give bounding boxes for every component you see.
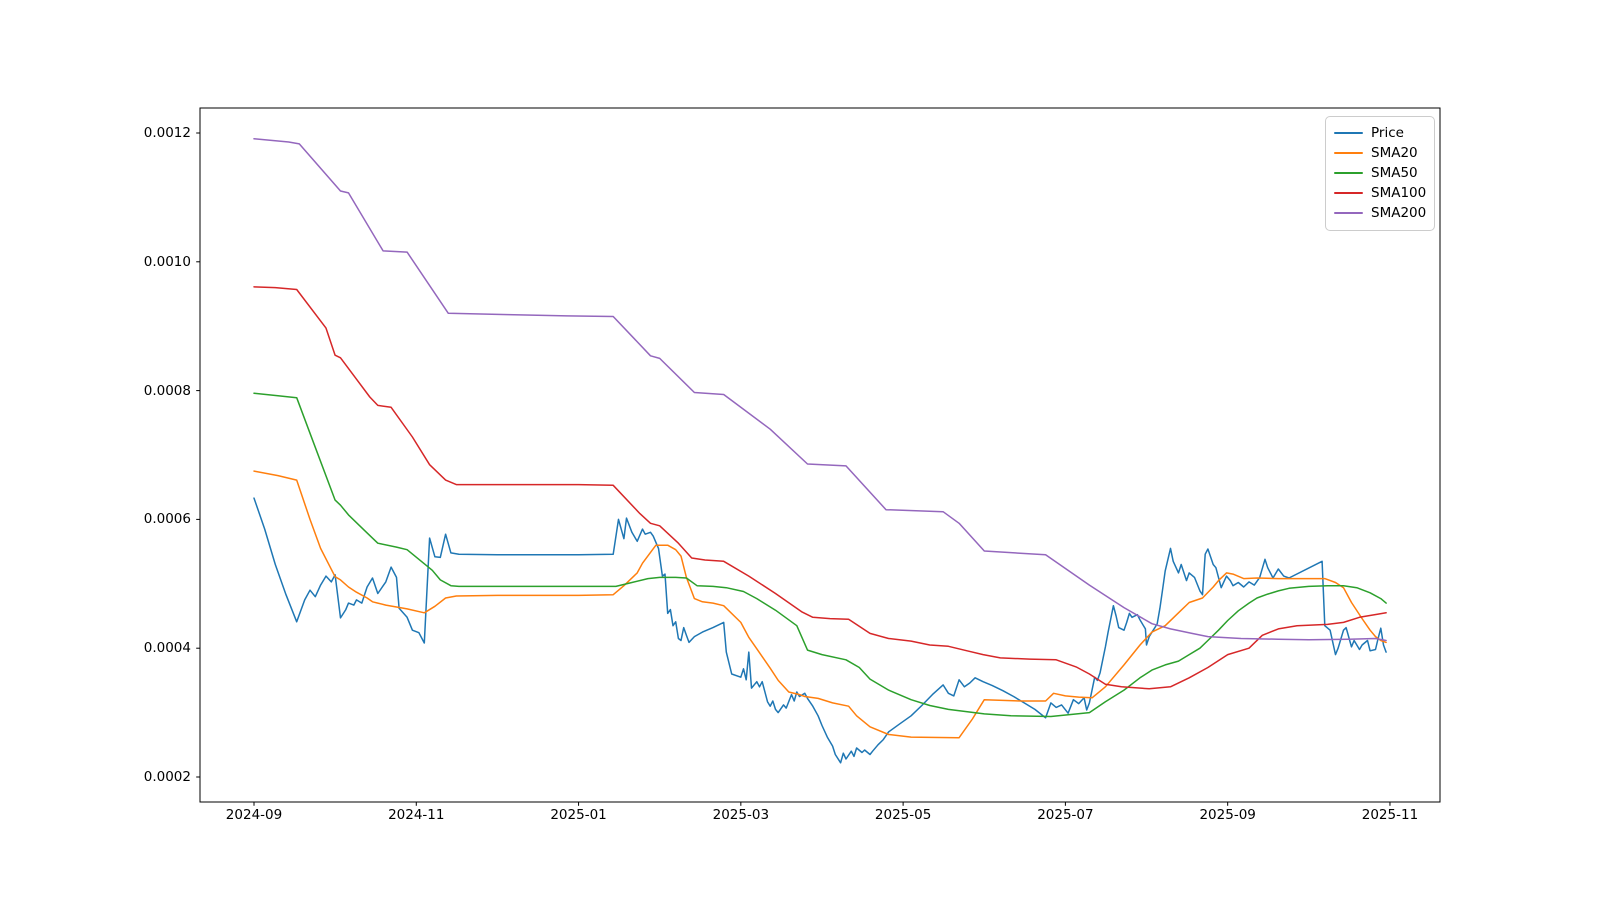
legend-line-sample	[1334, 212, 1363, 214]
plot-border	[199, 107, 1441, 803]
x-tick-label: 2025-03	[712, 807, 770, 823]
legend-item: SMA50	[1334, 163, 1425, 183]
sma50-line	[253, 392, 1387, 718]
legend-label: Price	[1371, 125, 1404, 141]
x-tick-label: 2024-11	[388, 807, 445, 823]
x-tick-label: 2025-05	[874, 807, 932, 823]
legend-label: SMA50	[1371, 165, 1418, 181]
y-tick-label: 0.0008	[143, 382, 191, 399]
legend-line-sample	[1334, 152, 1363, 154]
sma100-line	[253, 286, 1387, 690]
legend-line-sample	[1334, 132, 1363, 134]
y-tick-label: 0.0002	[143, 769, 191, 785]
legend-line-sample	[1334, 172, 1363, 174]
y-tick-label: 0.0004	[143, 640, 191, 657]
series-lines	[253, 138, 1387, 764]
price-line	[253, 497, 1387, 764]
y-tick-label: 0.0006	[143, 511, 191, 528]
axis-tick-marks	[196, 132, 1391, 806]
sma20-line	[253, 470, 1387, 739]
x-tick-label: 2025-01	[550, 807, 607, 823]
y-tick-label: 0.0010	[143, 253, 191, 270]
x-tick-label: 2025-11	[1361, 807, 1419, 823]
legend-label: SMA20	[1371, 145, 1418, 161]
x-tick-label: 2025-09	[1199, 807, 1256, 823]
legend-item: SMA100	[1334, 183, 1427, 203]
x-tick-label: 2025-07	[1037, 807, 1094, 823]
y-tick-label: 0.0012	[143, 125, 191, 141]
legend-label: SMA200	[1371, 205, 1427, 221]
legend-item: SMA20	[1334, 143, 1425, 163]
legend: Price SMA20 SMA50 SMA100 SMA200	[1325, 116, 1435, 231]
sma200-line	[253, 138, 1387, 642]
legend-item: SMA200	[1334, 203, 1427, 223]
x-tick-label: 2024-09	[225, 807, 283, 823]
legend-line-sample	[1334, 192, 1363, 194]
legend-item: Price	[1334, 123, 1425, 143]
legend-label: SMA100	[1371, 185, 1427, 201]
